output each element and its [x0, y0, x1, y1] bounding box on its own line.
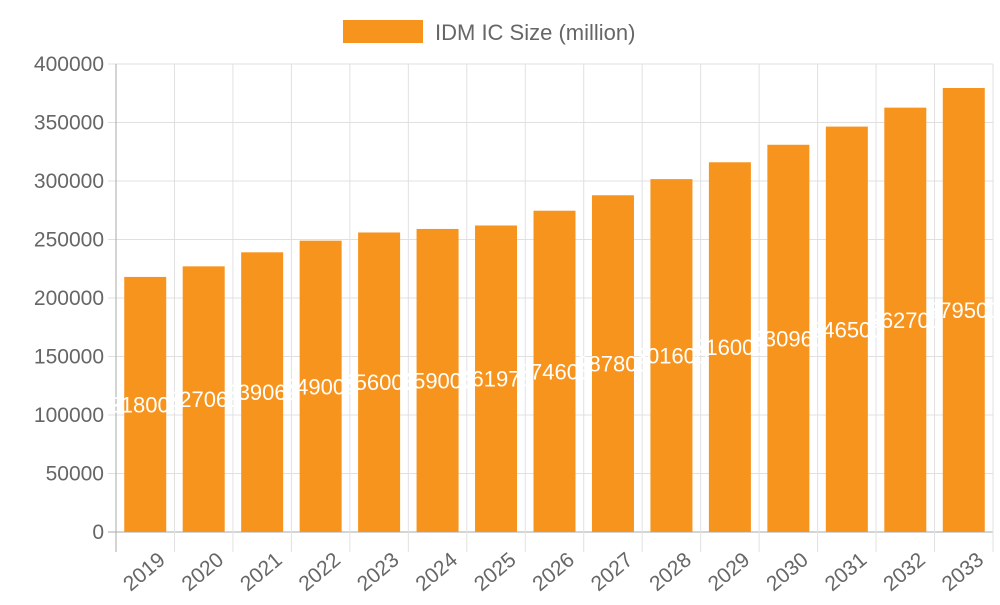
- x-tick-label: 2028: [645, 548, 696, 596]
- bar: [241, 252, 284, 532]
- y-tick-label: 200000: [34, 287, 104, 310]
- y-tick-label: 350000: [34, 112, 104, 135]
- data-label: 256000: [342, 370, 415, 395]
- x-tick-label: 2019: [119, 548, 170, 596]
- data-label: 346500: [810, 317, 883, 342]
- legend-label: IDM IC Size (million): [435, 20, 635, 45]
- data-label: 301600: [635, 344, 708, 369]
- y-tick-label: 100000: [34, 404, 104, 427]
- y-tick-label: 50000: [46, 463, 104, 486]
- bar: [182, 266, 225, 532]
- bar: [884, 107, 927, 533]
- y-tick-label: 150000: [34, 346, 104, 369]
- x-tick-label: 2024: [411, 548, 462, 596]
- data-label: 287800: [576, 352, 649, 377]
- y-tick-label: 400000: [34, 53, 104, 76]
- bar: [825, 126, 868, 532]
- bar: [358, 232, 401, 533]
- x-tick-label: 2032: [879, 548, 930, 596]
- bars: [124, 87, 985, 533]
- y-tick-label: 250000: [34, 229, 104, 252]
- x-tick-label: 2026: [528, 548, 579, 596]
- x-tick-label: 2033: [938, 548, 989, 596]
- bar: [416, 228, 459, 532]
- data-label: 379500: [927, 298, 1000, 323]
- data-labels: 2180002270602390602490002560002590002619…: [109, 298, 1000, 417]
- x-tick-label: 2022: [295, 548, 346, 596]
- data-label: 239060: [225, 380, 298, 405]
- bar: [650, 179, 693, 533]
- x-tick-label: 2025: [470, 548, 521, 596]
- data-label: 274600: [518, 359, 591, 384]
- y-tick-label: 300000: [34, 170, 104, 193]
- x-tick-label: 2030: [762, 548, 813, 596]
- bar: [708, 162, 751, 532]
- data-label: 249000: [284, 374, 357, 399]
- data-label: 362700: [869, 308, 942, 333]
- y-tick-label: 0: [92, 521, 104, 544]
- data-label: 259000: [401, 368, 474, 393]
- data-label: 218000: [109, 392, 182, 417]
- data-label: 330960: [752, 326, 825, 351]
- bar: [533, 210, 576, 532]
- x-tick-label: 2031: [821, 548, 872, 596]
- bar: [591, 195, 634, 533]
- bar: [942, 87, 985, 533]
- legend-swatch: [343, 20, 423, 43]
- data-label: 261970: [459, 367, 532, 392]
- bar: [767, 144, 810, 532]
- bar: [475, 225, 518, 532]
- x-tick-label: 2020: [178, 548, 229, 596]
- x-tick-label: 2029: [704, 548, 755, 596]
- data-label: 227060: [167, 387, 240, 412]
- x-tick-label: 2027: [587, 548, 638, 596]
- x-tick-label: 2023: [353, 548, 404, 596]
- bar: [124, 276, 167, 532]
- bar: [299, 240, 342, 533]
- grid: [108, 63, 994, 552]
- legend[interactable]: IDM IC Size (million): [343, 20, 635, 45]
- x-tick-label: 2021: [236, 548, 287, 596]
- data-label: 316000: [693, 335, 766, 360]
